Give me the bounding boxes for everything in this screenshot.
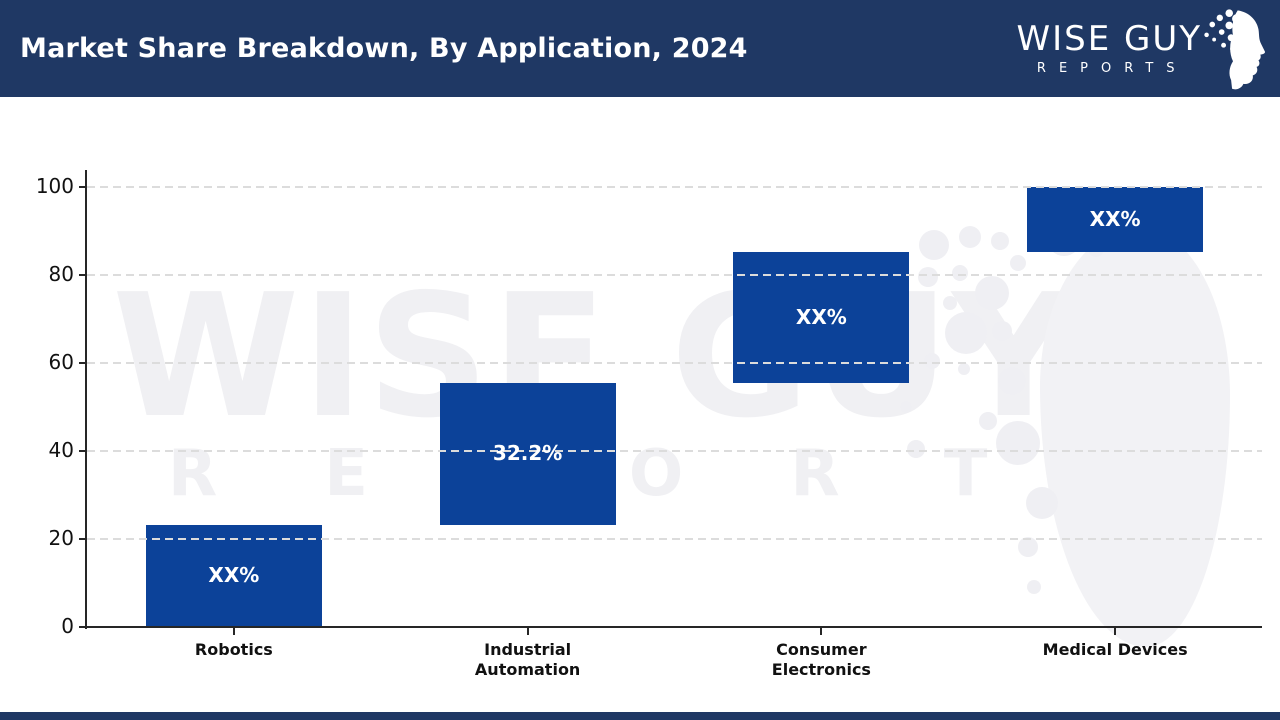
bar: [145, 524, 322, 627]
brand-name: WISE GUY: [1016, 19, 1202, 59]
watermark-dot: [1010, 255, 1026, 271]
y-tick-label: 0: [61, 614, 74, 638]
header-bar: Market Share Breakdown, By Application, …: [0, 0, 1280, 97]
watermark-dot: [1027, 580, 1041, 594]
x-category-label: Industrial Automation: [418, 640, 638, 680]
y-tick-label: 80: [48, 262, 74, 286]
y-tick-mark: [79, 186, 87, 188]
watermark-dot: [992, 321, 1012, 341]
brand-logo: WISE GUY REPORTS: [1016, 6, 1266, 92]
x-category-label: Robotics: [124, 640, 344, 660]
y-axis-line: [85, 170, 87, 629]
watermark-dot: [952, 265, 968, 281]
x-tick-mark: [526, 628, 529, 635]
logo-face-icon: [1204, 8, 1266, 89]
watermark-dot: [979, 412, 997, 430]
watermark-dot: [1026, 487, 1058, 519]
bar-label: XX%: [208, 562, 260, 587]
bar-label: 32.2%: [492, 441, 563, 466]
watermark-dot: [907, 440, 925, 458]
bar-label: XX%: [795, 304, 847, 329]
gridline: [87, 538, 1262, 540]
watermark-dot: [924, 353, 940, 369]
watermark-dot: [975, 276, 1009, 310]
watermark-dot: [991, 232, 1009, 250]
watermark-dot: [959, 226, 981, 248]
y-tick-mark: [79, 538, 87, 540]
watermark-dot: [919, 230, 949, 260]
footer-bar: [0, 712, 1280, 720]
brand-logo-text: WISE GUY REPORTS: [1016, 22, 1202, 75]
watermark-dot: [945, 312, 987, 354]
gridline: [87, 186, 1262, 188]
watermark-dot: [998, 367, 1026, 395]
brand-subtitle: REPORTS: [1036, 61, 1188, 76]
x-category-label-line: Automation: [474, 660, 581, 679]
y-tick-label: 40: [48, 438, 74, 462]
watermark-dot: [958, 363, 970, 375]
y-tick-mark: [79, 450, 87, 452]
x-category-label: Consumer Electronics: [711, 640, 931, 680]
y-tick-label: 20: [48, 526, 74, 550]
x-category-label-line: Robotics: [194, 640, 273, 659]
watermark-dot: [900, 401, 912, 413]
gridline: [87, 362, 1262, 364]
bar: [1027, 187, 1204, 253]
x-tick-mark: [1114, 628, 1117, 635]
gridline: [87, 274, 1262, 276]
watermark-subtext: REPORTS: [168, 437, 1248, 511]
x-category-label-line: Medical Devices: [1042, 640, 1188, 659]
y-tick-label: 100: [35, 174, 74, 198]
bar-label: XX%: [1089, 206, 1141, 231]
bar: [439, 383, 616, 525]
x-tick-mark: [820, 628, 823, 635]
watermark-dot: [943, 296, 957, 310]
x-category-label-line: Consumer: [776, 640, 867, 659]
x-category-label-line: Industrial: [484, 640, 572, 659]
y-tick-mark: [79, 362, 87, 364]
gridline: [87, 450, 1262, 452]
chart-title: Market Share Breakdown, By Application, …: [20, 33, 748, 64]
y-tick-mark: [79, 626, 87, 628]
x-tick-mark: [232, 628, 235, 635]
bar: [733, 252, 910, 384]
watermark-head-graphic: [1040, 227, 1230, 647]
x-category-label: Medical Devices: [1005, 640, 1225, 660]
x-category-label-line: Electronics: [771, 660, 871, 679]
watermark-dot: [996, 421, 1040, 465]
y-tick-label: 60: [48, 350, 74, 374]
y-tick-mark: [79, 274, 87, 276]
watermark-dot: [1018, 537, 1038, 557]
plot-area: WISE GUY REPORTS 0 20 40 60 80 100 XX% Robotics…: [0, 97, 1280, 712]
watermark-dot: [918, 267, 938, 287]
x-axis-line: [85, 626, 1262, 628]
